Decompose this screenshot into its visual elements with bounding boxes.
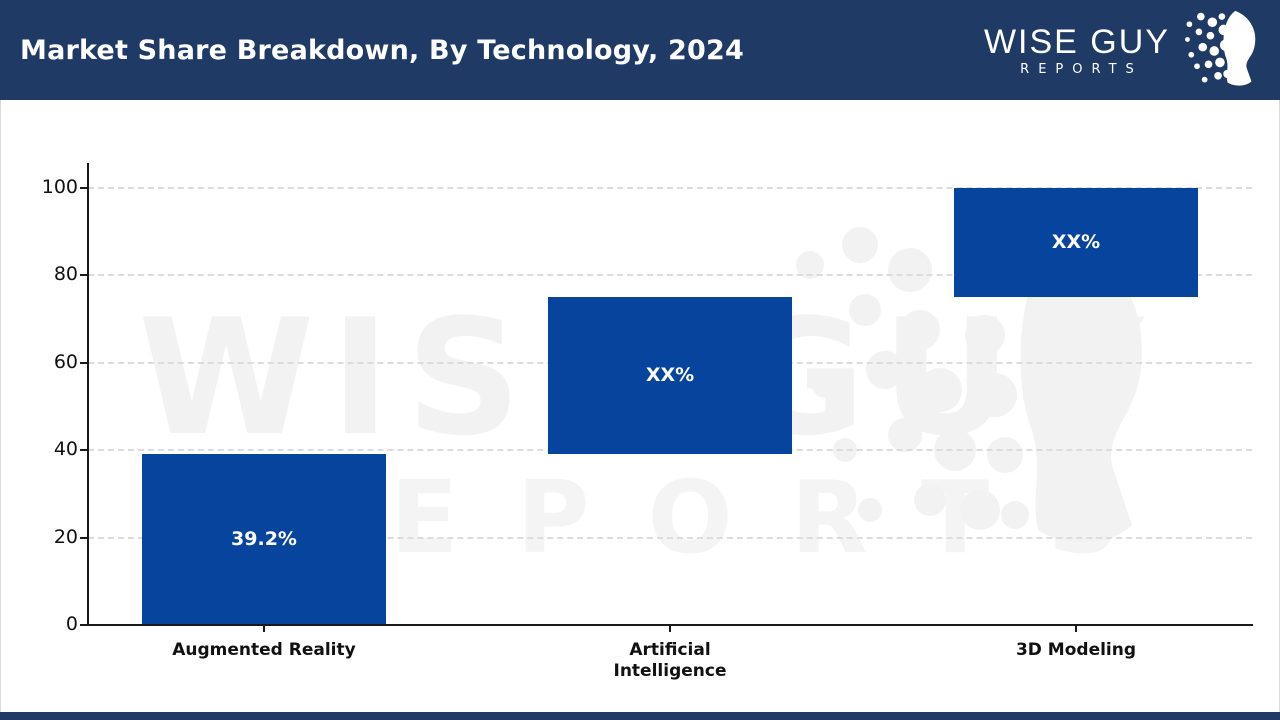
brand-logo: WISE GUY REPORTS (984, 7, 1280, 93)
y-tick-mark (80, 186, 88, 189)
x-tick-mark (263, 625, 265, 632)
x-tick-mark (669, 625, 671, 632)
x-category-label: Artificial Intelligence (613, 640, 727, 682)
bar-value-label: XX% (645, 364, 695, 387)
y-tick-mark (80, 274, 88, 276)
gridline (88, 274, 1252, 276)
y-tick-label: 60 (53, 350, 78, 373)
header-bar: Market Share Breakdown, By Technology, 2… (0, 0, 1280, 100)
y-axis-line (87, 163, 89, 626)
footer-bar (0, 712, 1280, 720)
brand-logo-text: WISE GUY REPORTS (984, 25, 1170, 76)
bar-segment: XX% (954, 187, 1198, 297)
y-tick-mark (80, 449, 88, 451)
y-tick-label: 0 (65, 613, 78, 635)
x-axis-line (87, 624, 1253, 626)
gridline (88, 536, 1252, 539)
x-category-label: 3D Modeling (1015, 640, 1137, 660)
bar-segment: 39.2% (142, 453, 386, 625)
bar-value-label: XX% (1051, 231, 1101, 254)
bar-segment: XX% (548, 296, 792, 454)
y-tick-label: 40 (53, 438, 78, 460)
brand-face-dots-icon (1185, 10, 1256, 86)
y-tick-label: 20 (53, 525, 78, 548)
y-tick-label: 100 (41, 175, 78, 198)
gridline (88, 186, 1252, 189)
y-tick-mark (80, 536, 88, 539)
brand-subname: REPORTS (1020, 61, 1143, 77)
page-title: Market Share Breakdown, By Technology, 2… (20, 34, 745, 66)
x-tick-mark (1075, 625, 1077, 632)
x-category-label: Augmented Reality (172, 640, 356, 660)
y-tick-mark (80, 361, 88, 364)
y-tick-label: 80 (53, 263, 78, 285)
bar-value-label: 39.2% (231, 528, 297, 551)
y-tick-mark (80, 624, 88, 626)
brand-name: WISE GUY (983, 22, 1170, 61)
